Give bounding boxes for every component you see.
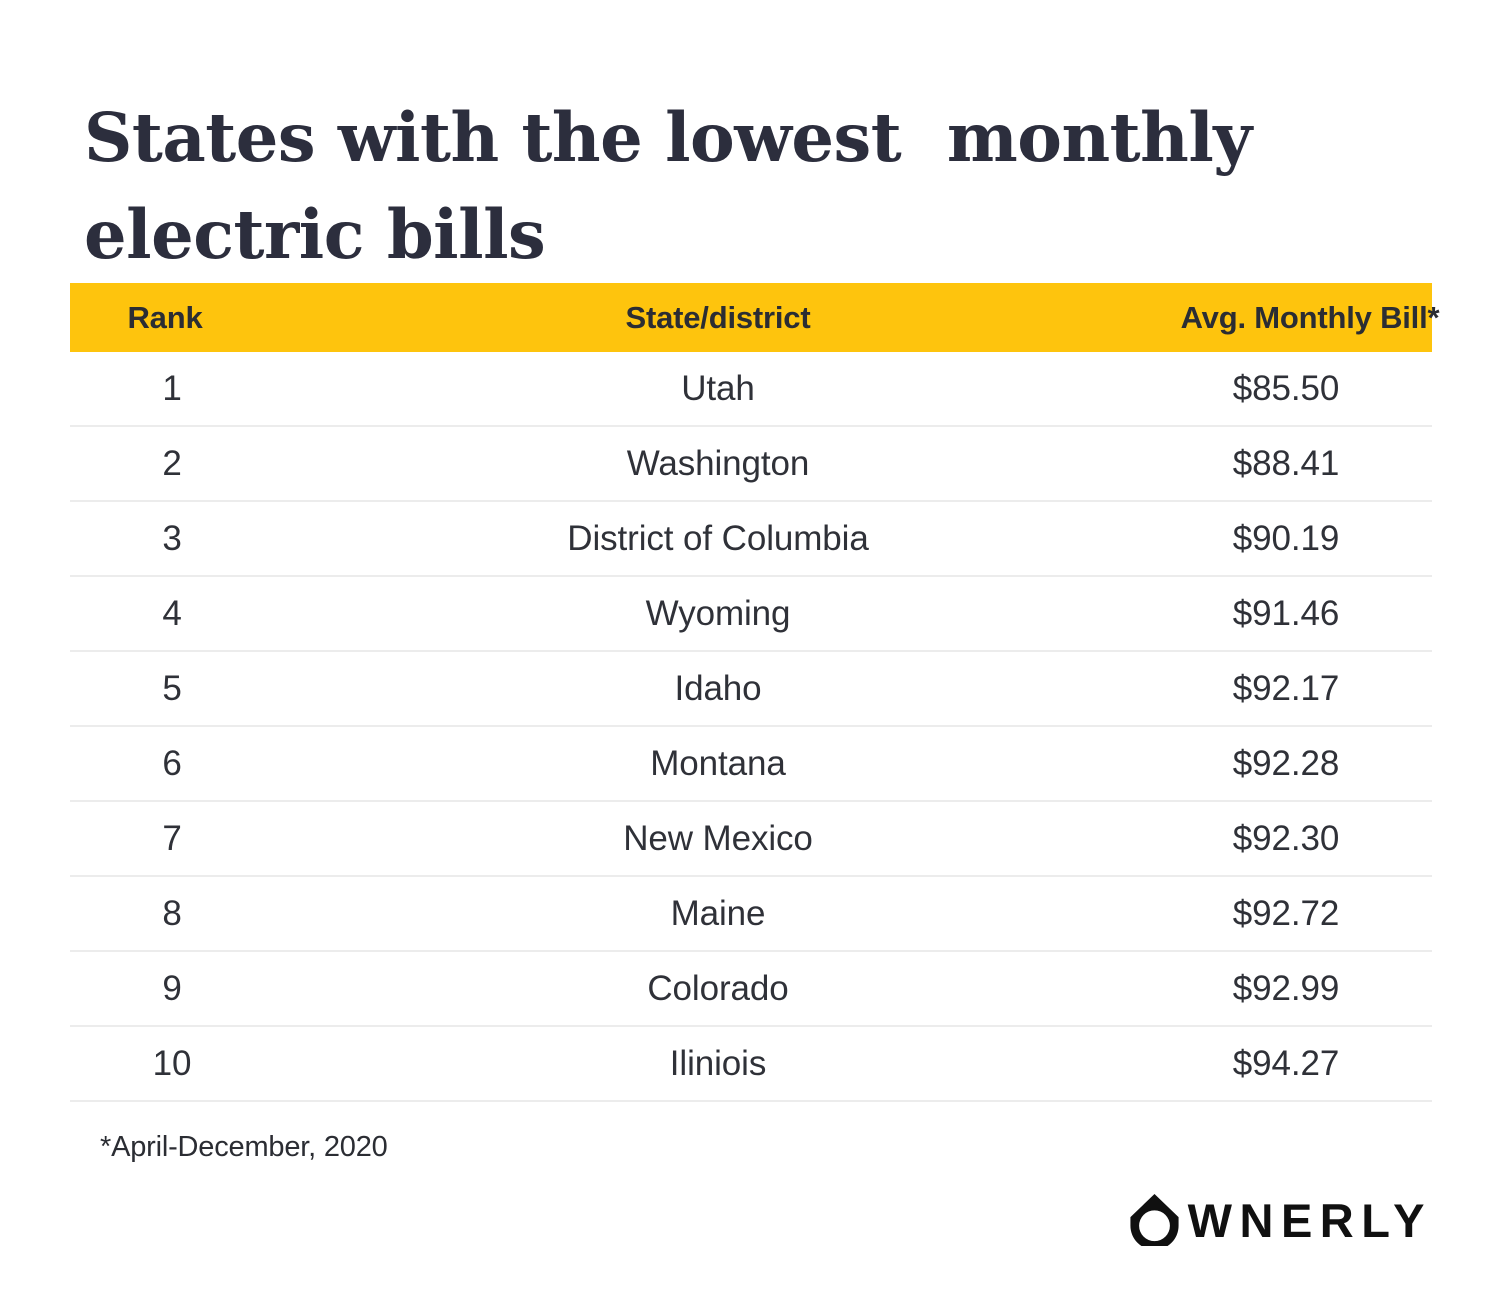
table-row: 1 Utah $85.50 (70, 352, 1432, 427)
cell-state: Iliniois (276, 1026, 1160, 1102)
cell-bill: $92.17 (1160, 651, 1432, 727)
cell-state: New Mexico (276, 801, 1160, 877)
column-header-bill: Avg. Monthly Bill* (1160, 283, 1440, 352)
cell-rank: 10 (70, 1026, 276, 1102)
cell-bill: $94.27 (1160, 1026, 1432, 1102)
cell-bill-value: $92.72 (1232, 893, 1340, 933)
cell-rank-value: 5 (162, 668, 182, 708)
ownerly-logo: WNERLY (1130, 1192, 1432, 1248)
cell-rank-value: 10 (152, 1043, 192, 1083)
cell-bill: $88.41 (1160, 426, 1432, 502)
cell-bill: $92.99 (1160, 951, 1432, 1027)
table-row: 10 Iliniois $94.27 (70, 1026, 1432, 1102)
column-header-state: State/district (276, 283, 1160, 352)
table-row: 7 New Mexico $92.30 (70, 801, 1432, 877)
cell-rank: 3 (70, 501, 276, 577)
table-row: 8 Maine $92.72 (70, 876, 1432, 952)
cell-bill: $92.72 (1160, 876, 1432, 952)
cell-rank: 6 (70, 726, 276, 802)
lowest-electric-bills-table: Rank State/district Avg. Monthly Bill* 1… (70, 283, 1440, 1102)
cell-rank: 1 (70, 352, 276, 427)
cell-bill: $92.30 (1160, 801, 1432, 877)
table-header-row: Rank State/district Avg. Monthly Bill* (70, 283, 1440, 352)
table-row: 6 Montana $92.28 (70, 726, 1432, 802)
page-title: States with the lowest monthly electric … (84, 97, 1275, 275)
cell-state: District of Columbia (276, 501, 1160, 577)
cell-rank-value: 2 (162, 443, 182, 483)
table-header: Rank State/district Avg. Monthly Bill* (70, 283, 1440, 352)
cell-rank: 9 (70, 951, 276, 1027)
cell-rank-value: 6 (162, 743, 182, 783)
table-row: 9 Colorado $92.99 (70, 951, 1432, 1027)
cell-bill-value: $91.46 (1232, 593, 1340, 633)
cell-rank: 7 (70, 801, 276, 877)
cell-state: Idaho (276, 651, 1160, 727)
cell-bill-value: $94.27 (1232, 1043, 1340, 1083)
cell-bill: $85.50 (1160, 352, 1432, 427)
house-outline-icon (1130, 1194, 1179, 1246)
cell-bill-value: $92.30 (1232, 818, 1340, 858)
cell-rank: 8 (70, 876, 276, 952)
cell-state: Montana (276, 726, 1160, 802)
cell-bill-value: $92.99 (1232, 968, 1340, 1008)
table-row: 4 Wyoming $91.46 (70, 576, 1432, 652)
cell-rank: 2 (70, 426, 276, 502)
footnote: *April-December, 2020 (100, 1131, 388, 1163)
table-body: 1 Utah $85.50 2 Washington $88.41 3 District of… (70, 352, 1432, 1102)
cell-state: Utah (276, 352, 1160, 427)
table-row: 5 Idaho $92.17 (70, 651, 1432, 727)
cell-bill: $92.28 (1160, 726, 1432, 802)
cell-bill: $90.19 (1160, 501, 1432, 577)
cell-bill-value: $85.50 (1232, 368, 1340, 408)
cell-state: Wyoming (276, 576, 1160, 652)
cell-state: Maine (276, 876, 1160, 952)
ownerly-wordmark: WNERLY (1187, 1193, 1432, 1247)
table-row: 2 Washington $88.41 (70, 426, 1432, 502)
cell-rank: 4 (70, 576, 276, 652)
cell-bill-value: $90.19 (1232, 518, 1340, 558)
data-table-container: Rank State/district Avg. Monthly Bill* 1… (70, 283, 1440, 1102)
cell-bill-value: $88.41 (1232, 443, 1340, 483)
cell-rank: 5 (70, 651, 276, 727)
cell-rank-value: 7 (162, 818, 182, 858)
cell-rank-value: 4 (162, 593, 182, 633)
cell-rank-value: 8 (162, 893, 182, 933)
cell-rank-value: 1 (162, 368, 182, 408)
cell-rank-value: 9 (162, 968, 182, 1008)
column-header-bill-label: Avg. Monthly Bill* (1180, 299, 1440, 335)
column-header-rank: Rank (70, 283, 276, 352)
cell-bill: $91.46 (1160, 576, 1432, 652)
cell-bill-value: $92.28 (1232, 743, 1340, 783)
cell-state: Washington (276, 426, 1160, 502)
cell-state: Colorado (276, 951, 1160, 1027)
column-header-rank-label: Rank (127, 299, 203, 335)
column-header-state-label: State/district (625, 299, 811, 335)
cell-rank-value: 3 (162, 518, 182, 558)
table-row: 3 District of Columbia $90.19 (70, 501, 1432, 577)
cell-bill-value: $92.17 (1232, 668, 1340, 708)
